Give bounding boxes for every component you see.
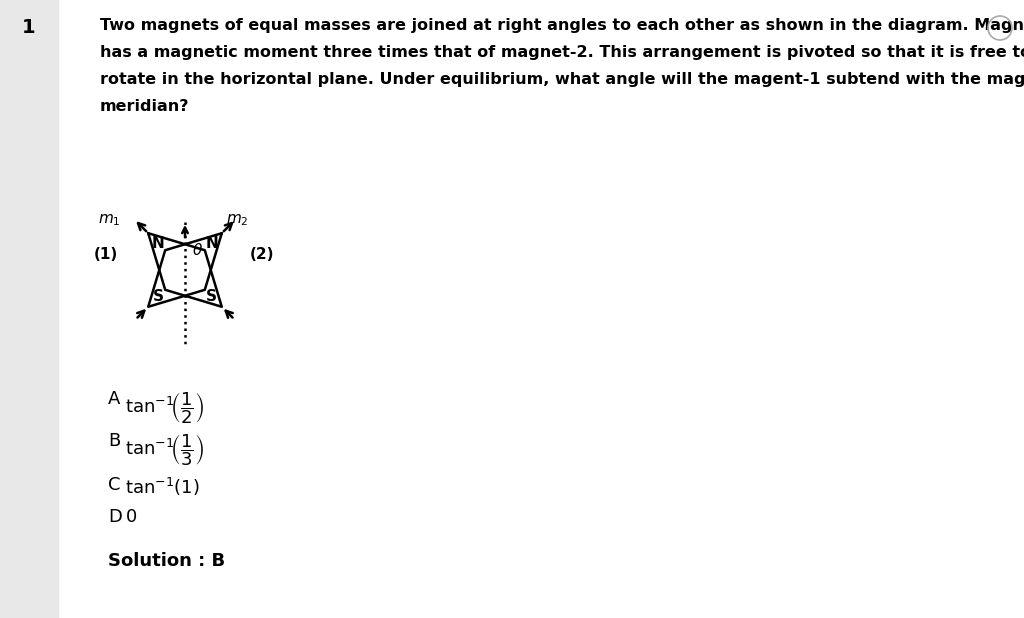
Text: $m_2$: $m_2$	[225, 213, 248, 228]
Text: $m_1$: $m_1$	[97, 213, 120, 228]
Text: (2): (2)	[250, 247, 274, 262]
Text: Solution : B: Solution : B	[108, 552, 225, 570]
Text: $\mathrm{tan}^{-1}\!\left(\dfrac{1}{3}\right)$: $\mathrm{tan}^{-1}\!\left(\dfrac{1}{3}\r…	[125, 432, 204, 468]
Text: N: N	[152, 235, 165, 251]
Text: $\theta$: $\theta$	[193, 242, 203, 258]
Text: B: B	[108, 432, 120, 450]
Text: S: S	[153, 289, 164, 305]
Text: D: D	[108, 508, 122, 526]
Text: rotate in the horizontal plane. Under equilibrium, what angle will the magent-1 : rotate in the horizontal plane. Under eq…	[100, 72, 1024, 87]
Text: has a magnetic moment three times that of magnet-2. This arrangement is pivoted : has a magnetic moment three times that o…	[100, 45, 1024, 60]
Text: A: A	[108, 390, 121, 408]
Text: meridian?: meridian?	[100, 99, 189, 114]
Text: 1: 1	[23, 18, 36, 37]
Text: Two magnets of equal masses are joined at right angles to each other as shown in: Two magnets of equal masses are joined a…	[100, 18, 1024, 33]
Text: (1): (1)	[94, 247, 119, 262]
Text: S: S	[207, 289, 217, 305]
Text: $\mathrm{tan}^{-1}\!\left(\dfrac{1}{2}\right)$: $\mathrm{tan}^{-1}\!\left(\dfrac{1}{2}\r…	[125, 390, 204, 426]
Text: C: C	[108, 476, 121, 494]
Text: $0$: $0$	[125, 508, 137, 526]
Bar	[0, 0, 58, 618]
Text: N: N	[206, 235, 218, 251]
Text: $\mathrm{tan}^{-1}(1)$: $\mathrm{tan}^{-1}(1)$	[125, 476, 200, 498]
